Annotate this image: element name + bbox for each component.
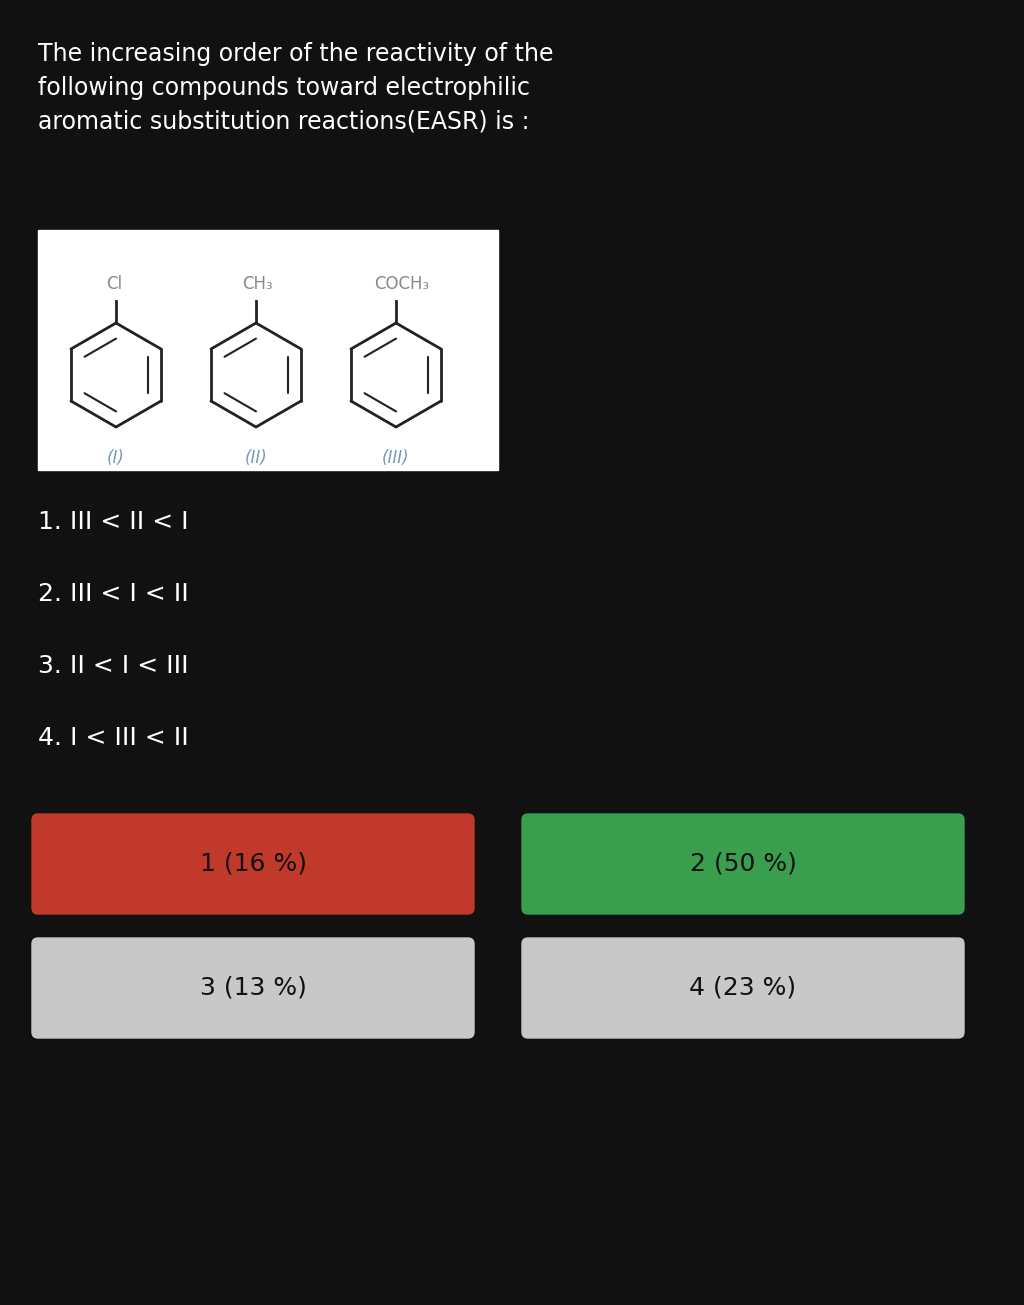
Text: 3 (13 %): 3 (13 %) <box>200 976 306 1000</box>
Text: 1. III < II < I: 1. III < II < I <box>38 510 188 534</box>
Text: 4 (23 %): 4 (23 %) <box>689 976 797 1000</box>
Text: The increasing order of the reactivity of the
following compounds toward electro: The increasing order of the reactivity o… <box>38 42 554 133</box>
Text: (II): (II) <box>245 449 267 467</box>
Text: (I): (I) <box>108 449 125 467</box>
FancyBboxPatch shape <box>38 230 498 470</box>
FancyBboxPatch shape <box>522 938 964 1037</box>
Text: 2 (50 %): 2 (50 %) <box>689 852 797 876</box>
Text: Cl: Cl <box>106 275 122 294</box>
FancyBboxPatch shape <box>32 938 474 1037</box>
Text: CH₃: CH₃ <box>242 275 272 294</box>
Text: 3. II < I < III: 3. II < I < III <box>38 654 188 679</box>
Text: COCH₃: COCH₃ <box>374 275 429 294</box>
Text: 4. I < III < II: 4. I < III < II <box>38 726 188 750</box>
FancyBboxPatch shape <box>522 814 964 914</box>
FancyBboxPatch shape <box>32 814 474 914</box>
Text: 2. III < I < II: 2. III < I < II <box>38 582 188 606</box>
Text: 1 (16 %): 1 (16 %) <box>200 852 306 876</box>
Text: (III): (III) <box>382 449 410 467</box>
